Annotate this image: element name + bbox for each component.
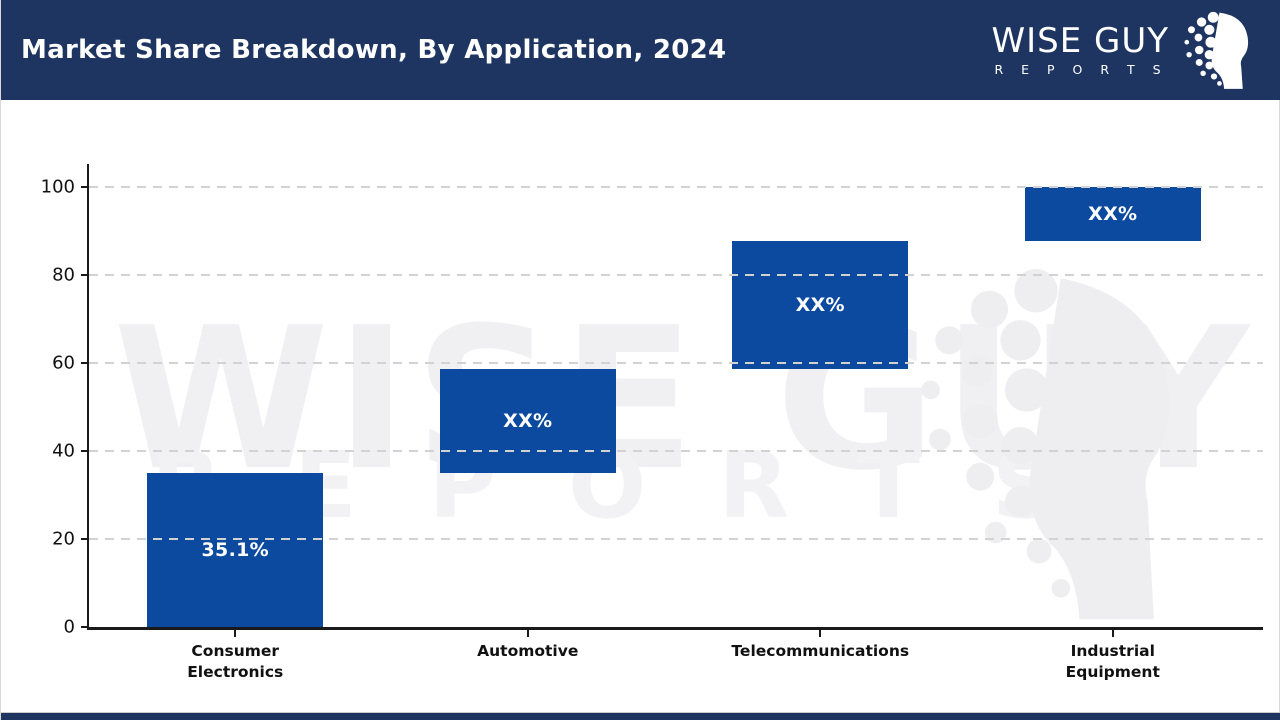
y-tick-label-0: 0 bbox=[63, 616, 75, 638]
x-category-label-2: Telecommunications bbox=[731, 642, 910, 660]
wiseguy-logo-name: WISE GUY bbox=[991, 20, 1169, 61]
y-tick-80 bbox=[81, 274, 89, 276]
y-tick-40 bbox=[81, 450, 89, 452]
wiseguy-logo-face-icon bbox=[1184, 11, 1249, 89]
y-axis-line bbox=[87, 164, 89, 630]
footer-divider bbox=[1, 712, 1280, 713]
x-tick-2 bbox=[819, 630, 822, 637]
bar-1: XX% bbox=[439, 369, 616, 473]
y-tick-60 bbox=[81, 362, 89, 364]
y-tick-0 bbox=[81, 626, 89, 628]
gridline-100 bbox=[89, 186, 1263, 188]
gridline-20 bbox=[89, 538, 1263, 540]
x-axis-line bbox=[87, 627, 1263, 630]
x-tick-1 bbox=[526, 630, 529, 637]
bar-value-label-3: XX% bbox=[1088, 203, 1138, 226]
bar-0: 35.1% bbox=[147, 472, 324, 627]
header-bar: Market Share Breakdown, By Application, … bbox=[1, 0, 1280, 100]
wiseguy-logo-subname: R E P O R T S bbox=[994, 61, 1168, 77]
chart-title: Market Share Breakdown, By Application, … bbox=[21, 35, 727, 65]
wiseguy-logo-text: WISE GUY R E P O R T S bbox=[991, 24, 1169, 77]
x-category-label-1: Automotive bbox=[477, 642, 579, 660]
bar-value-label-2: XX% bbox=[795, 294, 845, 317]
watermark-face-icon bbox=[921, 269, 1169, 620]
bar-3: XX% bbox=[1024, 187, 1201, 242]
y-tick-100 bbox=[81, 186, 89, 188]
footer-bar bbox=[1, 713, 1280, 720]
chart-area: WISE GUY REPORTS 0 20 40 60 80 100 35.1% Consum… bbox=[1, 100, 1280, 713]
x-category-label-0: Consumer Electronics bbox=[187, 642, 284, 681]
y-tick-label-20: 20 bbox=[52, 528, 75, 550]
y-tick-label-100: 100 bbox=[40, 176, 75, 198]
gridline-80 bbox=[89, 274, 1263, 276]
y-tick-20 bbox=[81, 538, 89, 540]
wiseguy-logo: WISE GUY R E P O R T S bbox=[991, 8, 1253, 92]
y-tick-label-80: 80 bbox=[52, 264, 75, 286]
bar-value-label-1: XX% bbox=[503, 409, 553, 432]
gridline-60 bbox=[89, 362, 1263, 364]
y-tick-label-60: 60 bbox=[52, 352, 75, 374]
bar-2: XX% bbox=[732, 241, 909, 370]
x-category-label-3: Industrial Equipment bbox=[1065, 642, 1160, 681]
y-tick-label-40: 40 bbox=[52, 440, 75, 462]
gridline-40 bbox=[89, 450, 1263, 452]
x-tick-0 bbox=[234, 630, 237, 637]
bar-value-label-0: 35.1% bbox=[201, 538, 269, 561]
x-tick-3 bbox=[1111, 630, 1114, 637]
